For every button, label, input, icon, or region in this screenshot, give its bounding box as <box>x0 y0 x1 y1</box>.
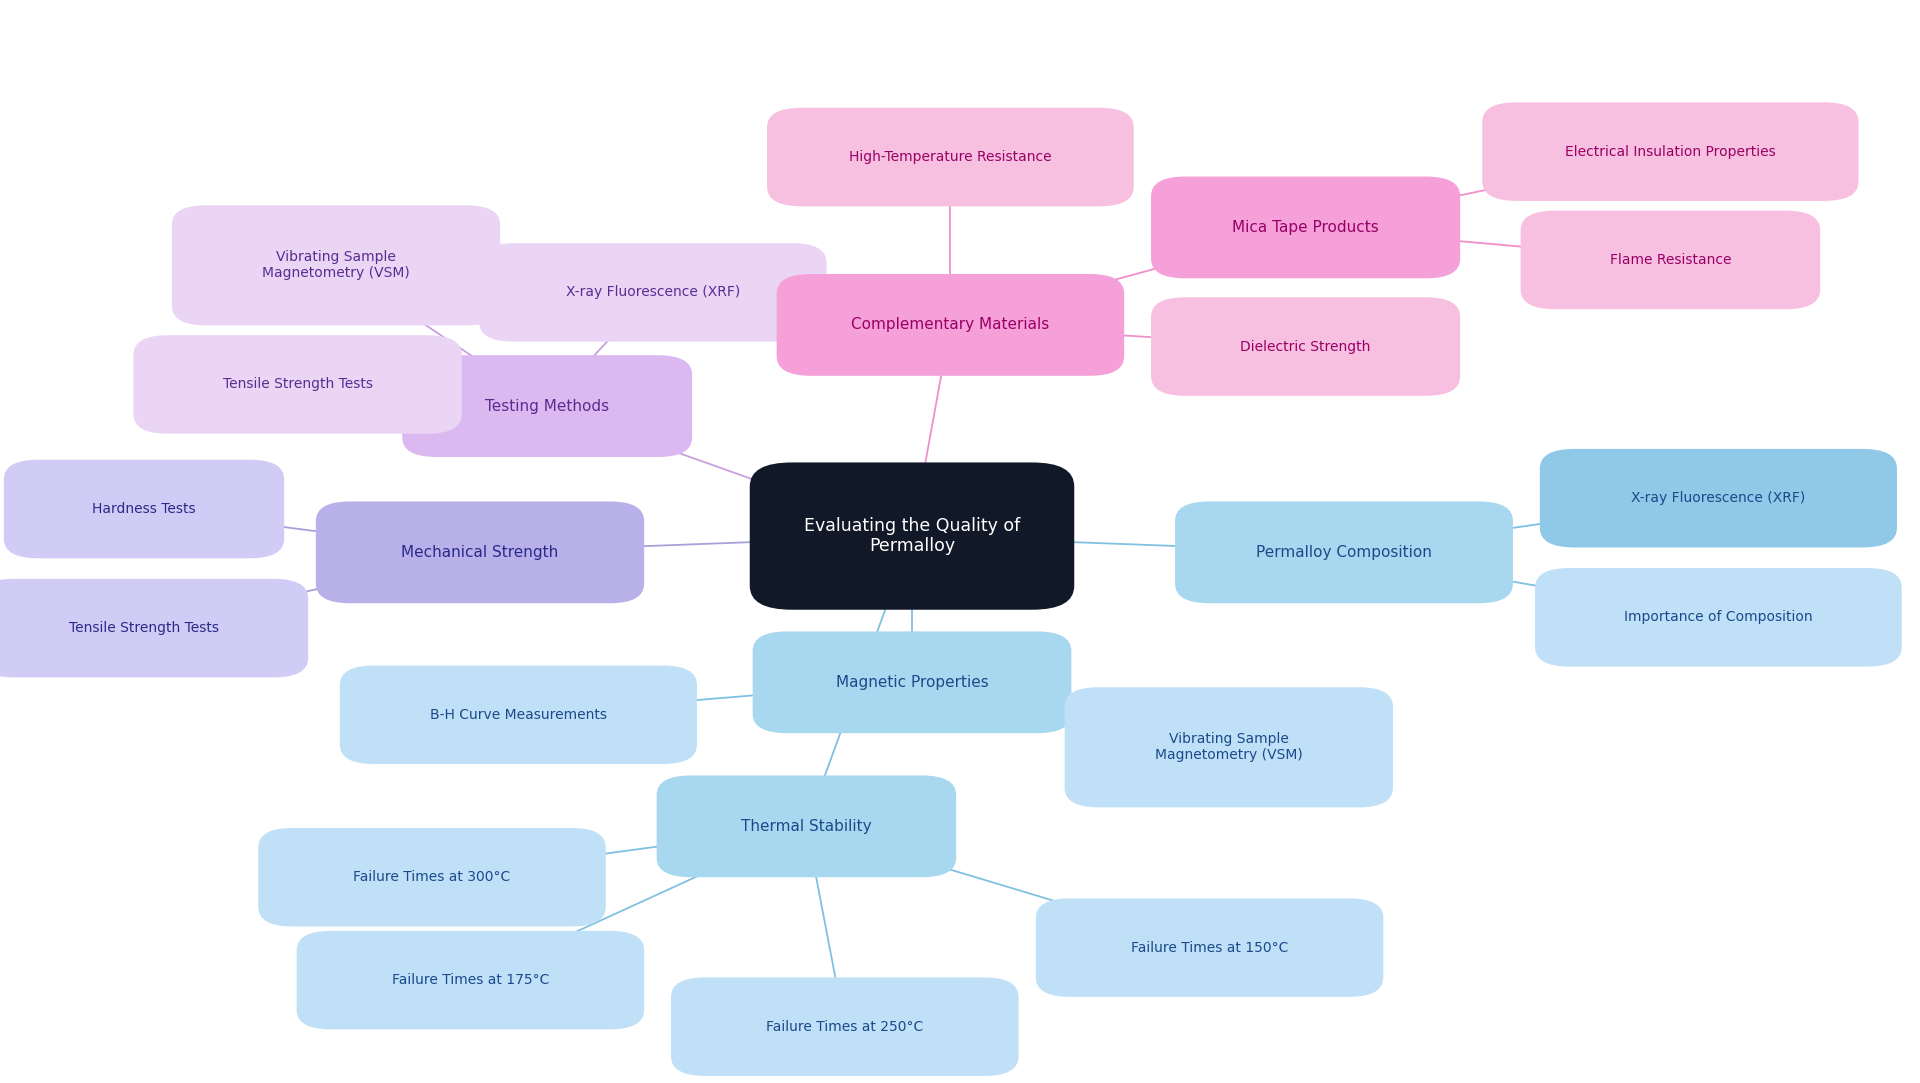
Text: Failure Times at 250°C: Failure Times at 250°C <box>766 1020 924 1033</box>
Text: Magnetic Properties: Magnetic Properties <box>835 675 989 690</box>
Text: Failure Times at 300°C: Failure Times at 300°C <box>353 871 511 884</box>
Text: Failure Times at 175°C: Failure Times at 175°C <box>392 974 549 987</box>
FancyBboxPatch shape <box>1482 103 1859 201</box>
Text: Evaluating the Quality of
Permalloy: Evaluating the Quality of Permalloy <box>804 517 1020 556</box>
FancyBboxPatch shape <box>296 930 645 1029</box>
FancyBboxPatch shape <box>1150 177 1461 278</box>
FancyBboxPatch shape <box>753 631 1071 733</box>
FancyBboxPatch shape <box>1037 899 1382 996</box>
Text: Vibrating Sample
Magnetometry (VSM): Vibrating Sample Magnetometry (VSM) <box>1156 732 1302 762</box>
FancyBboxPatch shape <box>749 462 1073 610</box>
Text: B-H Curve Measurements: B-H Curve Measurements <box>430 708 607 721</box>
FancyBboxPatch shape <box>340 665 697 765</box>
Text: Testing Methods: Testing Methods <box>486 399 609 414</box>
Text: Tensile Strength Tests: Tensile Strength Tests <box>223 378 372 391</box>
FancyBboxPatch shape <box>1521 210 1820 310</box>
FancyBboxPatch shape <box>657 775 956 877</box>
Text: Hardness Tests: Hardness Tests <box>92 503 196 516</box>
FancyBboxPatch shape <box>403 355 691 457</box>
FancyBboxPatch shape <box>672 977 1018 1077</box>
Text: Failure Times at 150°C: Failure Times at 150°C <box>1131 941 1288 954</box>
FancyBboxPatch shape <box>1150 298 1461 395</box>
Text: Importance of Composition: Importance of Composition <box>1624 611 1812 624</box>
FancyBboxPatch shape <box>766 108 1133 206</box>
FancyBboxPatch shape <box>776 274 1123 376</box>
FancyBboxPatch shape <box>1536 569 1901 667</box>
Text: Complementary Materials: Complementary Materials <box>851 317 1050 332</box>
FancyBboxPatch shape <box>0 579 307 678</box>
Text: Flame Resistance: Flame Resistance <box>1609 253 1732 266</box>
Text: High-Temperature Resistance: High-Temperature Resistance <box>849 151 1052 164</box>
Text: Permalloy Composition: Permalloy Composition <box>1256 545 1432 560</box>
FancyBboxPatch shape <box>1064 688 1394 808</box>
FancyBboxPatch shape <box>1175 501 1513 603</box>
Text: Mica Tape Products: Mica Tape Products <box>1233 220 1379 235</box>
FancyBboxPatch shape <box>259 827 607 926</box>
Text: Dielectric Strength: Dielectric Strength <box>1240 340 1371 353</box>
Text: Electrical Insulation Properties: Electrical Insulation Properties <box>1565 145 1776 158</box>
FancyBboxPatch shape <box>1540 448 1897 547</box>
FancyBboxPatch shape <box>480 244 826 342</box>
Text: X-ray Fluorescence (XRF): X-ray Fluorescence (XRF) <box>1632 492 1805 505</box>
FancyBboxPatch shape <box>4 459 284 559</box>
Text: Mechanical Strength: Mechanical Strength <box>401 545 559 560</box>
Text: Vibrating Sample
Magnetometry (VSM): Vibrating Sample Magnetometry (VSM) <box>263 250 409 280</box>
Text: X-ray Fluorescence (XRF): X-ray Fluorescence (XRF) <box>566 286 739 299</box>
FancyBboxPatch shape <box>132 336 461 433</box>
Text: Tensile Strength Tests: Tensile Strength Tests <box>69 622 219 635</box>
FancyBboxPatch shape <box>315 501 645 603</box>
Text: Thermal Stability: Thermal Stability <box>741 819 872 834</box>
FancyBboxPatch shape <box>171 206 499 325</box>
